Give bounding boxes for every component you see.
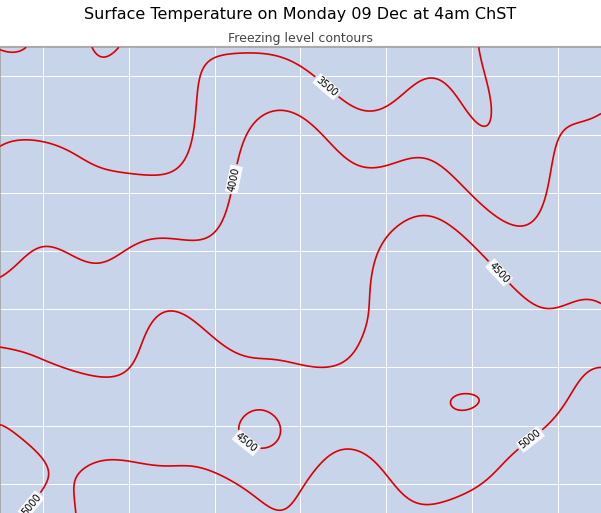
- Text: 4000: 4000: [227, 166, 241, 192]
- Text: 4500: 4500: [234, 431, 259, 455]
- Text: 5000: 5000: [517, 428, 543, 451]
- Text: 3500: 3500: [314, 75, 340, 98]
- Text: 5000: 5000: [19, 492, 43, 513]
- Text: Freezing level contours: Freezing level contours: [228, 32, 373, 45]
- Text: Surface Temperature on Monday 09 Dec at 4am ChST: Surface Temperature on Monday 09 Dec at …: [84, 7, 517, 22]
- Text: 4500: 4500: [487, 260, 511, 285]
